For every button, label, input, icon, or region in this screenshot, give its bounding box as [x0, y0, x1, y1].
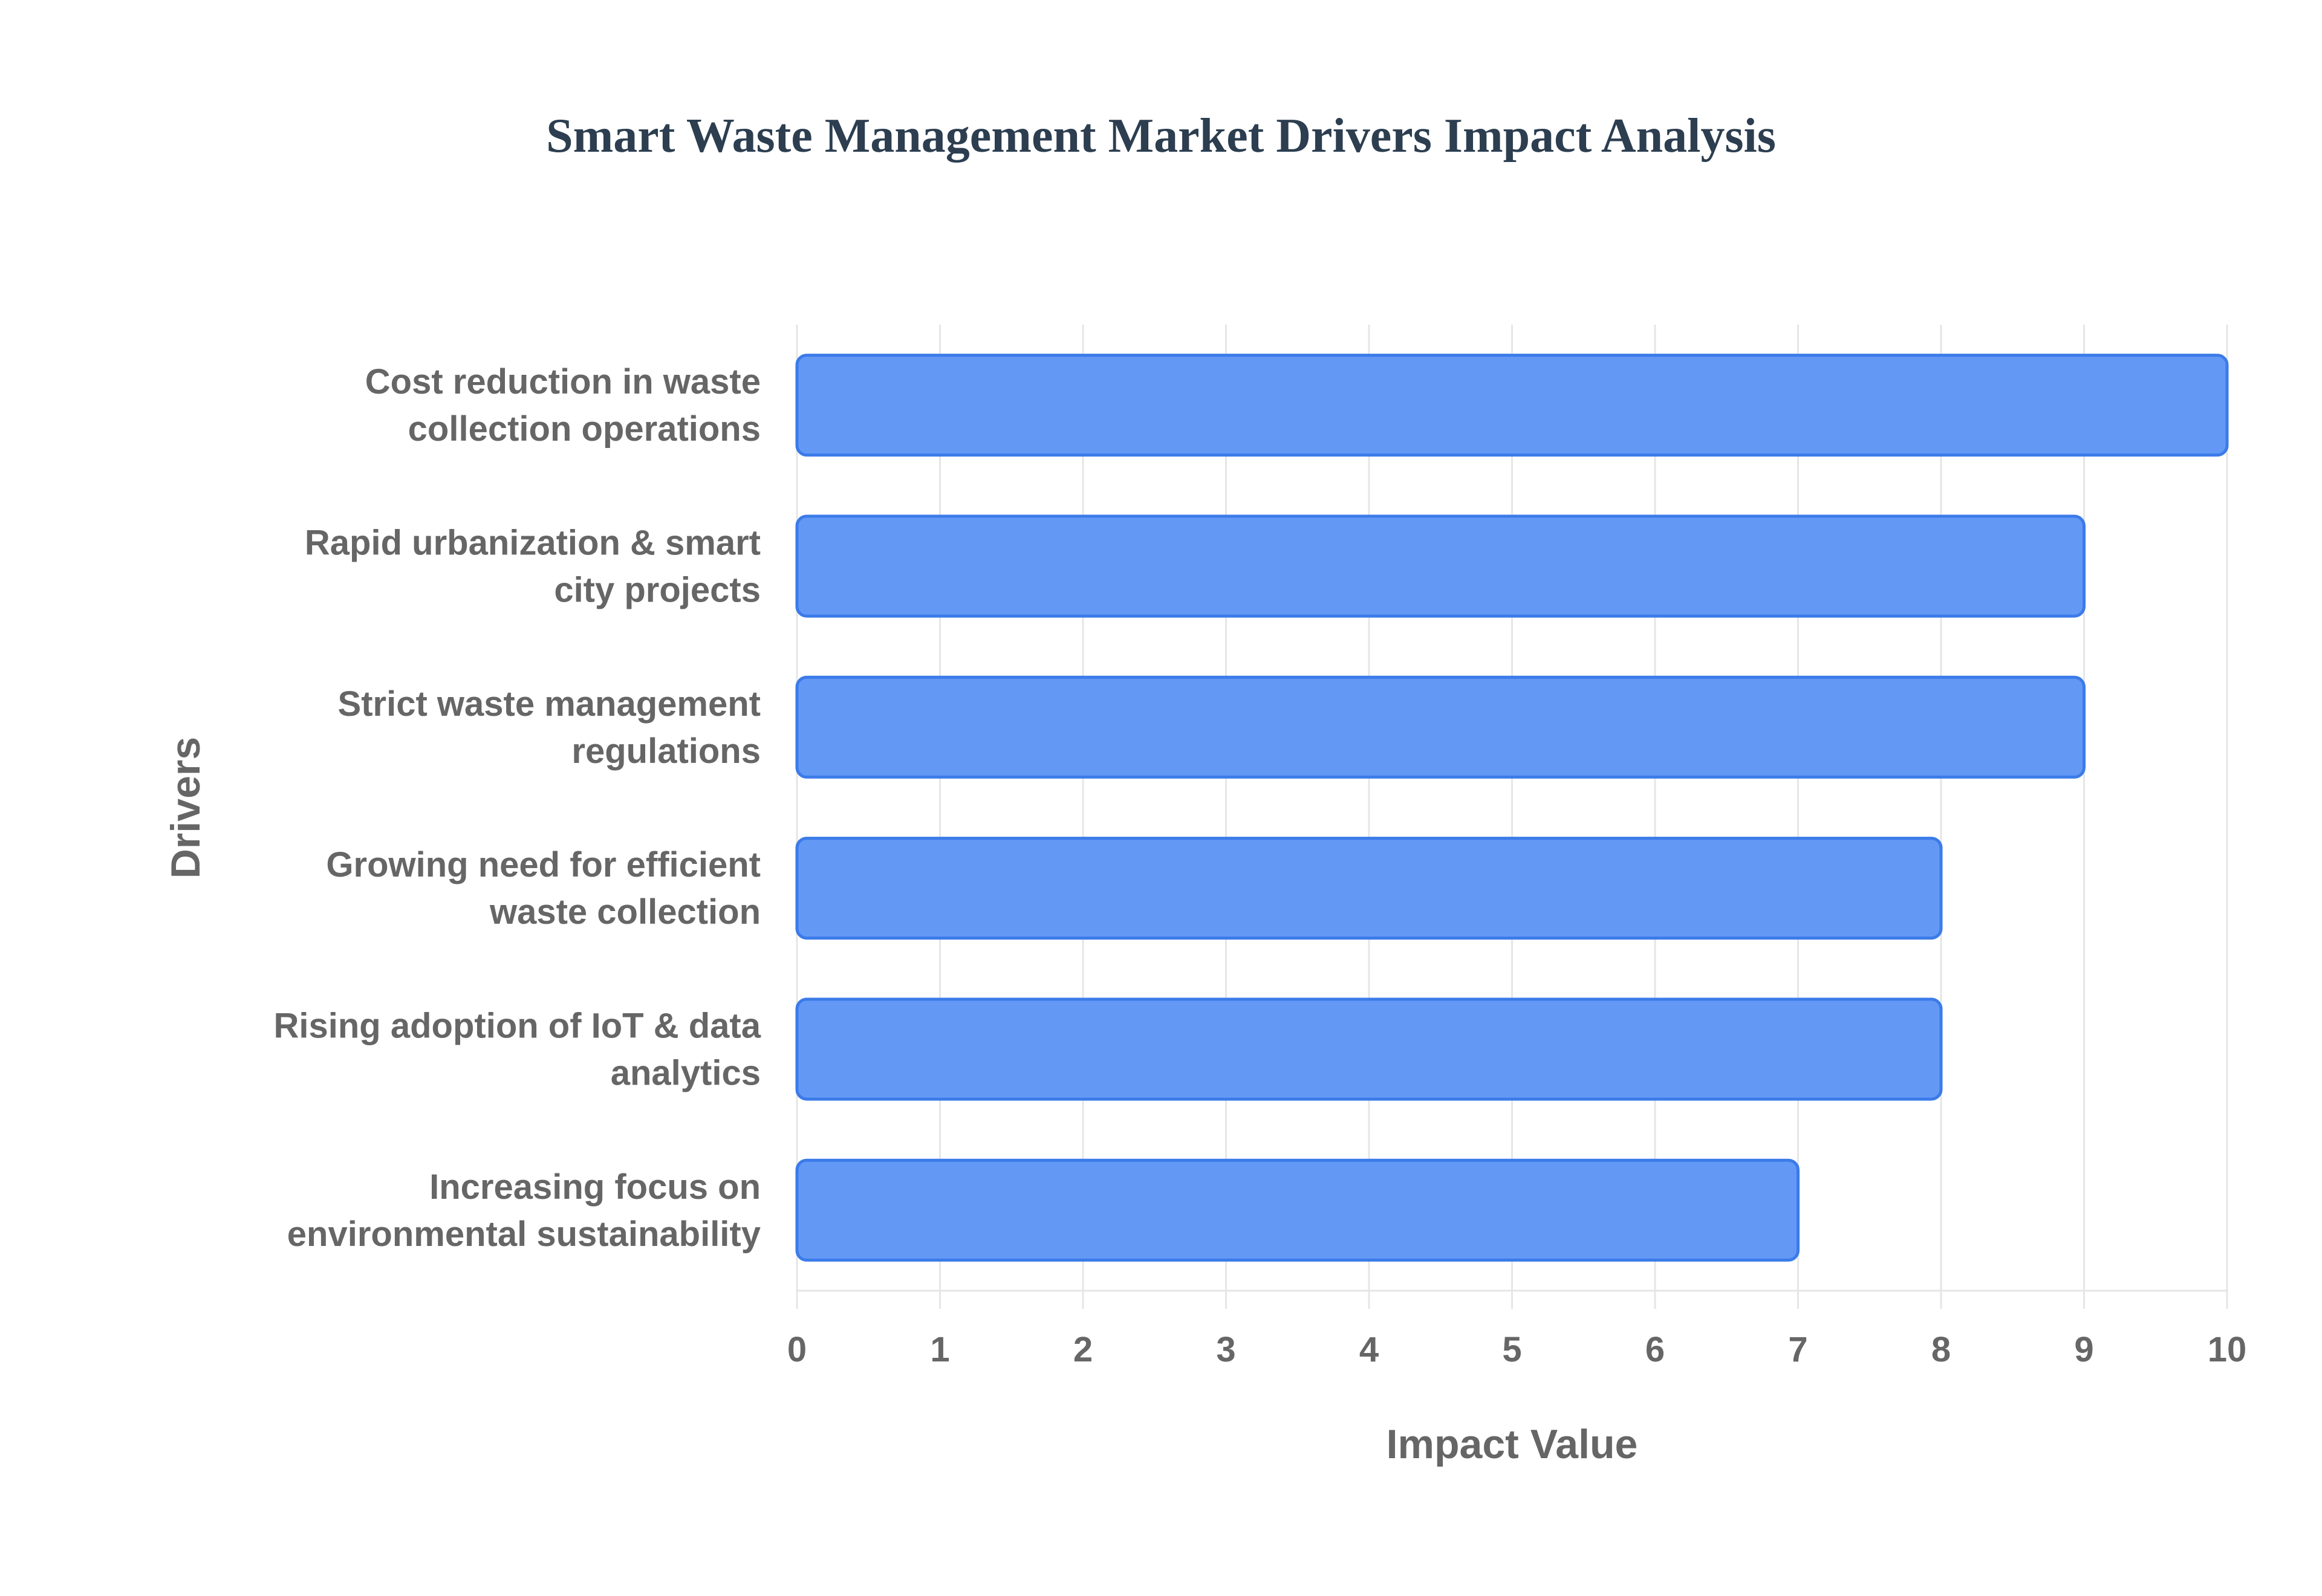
category-label: collection operations [408, 409, 761, 449]
category-label: regulations [571, 731, 761, 771]
category-label: analytics [611, 1054, 761, 1093]
x-tick-label: 3 [1216, 1330, 1235, 1369]
category-label: waste collection [489, 892, 761, 932]
category-label: Strict waste management [338, 684, 761, 724]
bar [795, 675, 2086, 779]
bar [795, 997, 1943, 1101]
x-tick-label: 10 [2208, 1330, 2247, 1369]
x-tick-label: 8 [1931, 1330, 1951, 1369]
x-tick-label: 2 [1073, 1330, 1093, 1369]
y-axis-categories: Cost reduction in waste collection operat… [274, 362, 761, 1254]
bar [795, 1158, 1800, 1262]
y-axis-title: Drivers [163, 737, 209, 878]
gridlines [796, 325, 2228, 1309]
x-tick-label: 6 [1645, 1330, 1665, 1369]
bar [795, 514, 2086, 618]
bar [795, 837, 1943, 940]
x-axis-ticks: 0 1 2 3 4 5 6 7 8 9 10 [787, 1330, 2246, 1369]
category-label: Increasing focus on [429, 1167, 761, 1207]
category-label: Rapid urbanization & smart [305, 524, 761, 563]
category-label: Cost reduction in waste [365, 362, 761, 401]
x-tick-label: 9 [2074, 1330, 2093, 1369]
category-label: city projects [554, 571, 761, 610]
x-tick-label: 0 [787, 1330, 807, 1369]
chart-title: Smart Waste Management Market Drivers Im… [546, 109, 1776, 163]
bar [795, 354, 2229, 457]
x-tick-label: 1 [930, 1330, 949, 1369]
category-label: Rising adoption of IoT & data [274, 1007, 761, 1046]
category-label: Growing need for efficient [326, 845, 761, 884]
x-tick-label: 7 [1788, 1330, 1807, 1369]
x-tick-label: 5 [1502, 1330, 1521, 1369]
x-axis-title: Impact Value [1387, 1421, 1638, 1467]
x-tick-label: 4 [1359, 1330, 1379, 1369]
category-label: environmental sustainability [287, 1215, 761, 1254]
bars [795, 354, 2229, 1262]
